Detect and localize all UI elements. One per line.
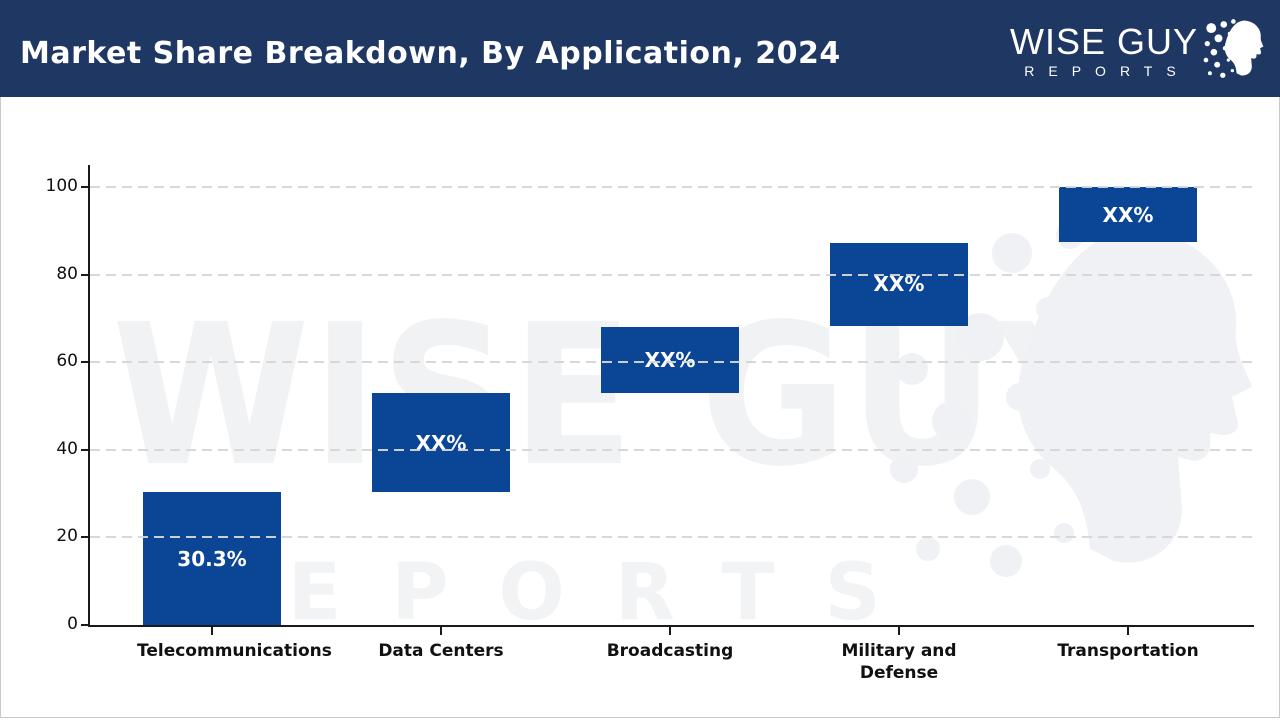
bar-value-label: XX% (1102, 202, 1154, 227)
gridline-80 (90, 273, 1254, 276)
gridline-100 (90, 186, 1254, 188)
bar-data-centers: XX% (372, 392, 510, 493)
category-label-0: Telecommunications (137, 641, 332, 661)
y-tick-40 (81, 448, 90, 451)
bar-value-label: XX% (644, 348, 696, 372)
gridline-40 (90, 448, 1254, 451)
x-tick-4 (1127, 627, 1129, 635)
bar-value-label: 30.3% (177, 546, 247, 571)
bar-value-label: XX% (873, 272, 925, 297)
wiseguy-head-icon (1203, 19, 1264, 78)
category-label-3: Military and Defense (841, 641, 957, 684)
y-tick-label-20: 20 (56, 526, 78, 547)
x-tick-3 (898, 627, 900, 635)
logo-reports-label: REPORTS (1024, 63, 1190, 79)
logo-text: WISE GUY REPORTS (1009, 21, 1198, 80)
y-tick-20 (81, 536, 90, 539)
y-tick-label-60: 60 (56, 351, 78, 372)
gridline-20 (90, 536, 1254, 539)
bar-transportation: XX% (1059, 187, 1197, 243)
y-axis-line (88, 165, 90, 627)
y-tick-60 (81, 361, 90, 364)
bar-broadcasting: XX% (601, 327, 739, 393)
y-tick-80 (81, 273, 90, 276)
bar-value-label: XX% (415, 430, 467, 455)
category-label-4: Transportation (1057, 641, 1199, 661)
logo-wordmark: WISE GUY (1009, 21, 1198, 62)
bar-military-and-defense: XX% (830, 243, 968, 326)
bar-telecommunications: 30.3% (143, 492, 281, 625)
y-tick-label-100: 100 (45, 176, 78, 196)
wiseguy-logo: WISE GUY REPORTS (1010, 6, 1268, 92)
y-tick-label-80: 80 (56, 263, 78, 284)
x-axis-line (88, 625, 1254, 627)
y-tick-label-0: 0 (67, 614, 78, 634)
gridline-60 (90, 361, 1254, 364)
y-tick-0 (81, 624, 90, 626)
category-label-2: Broadcasting (606, 641, 734, 661)
y-tick-100 (81, 186, 90, 188)
page-title: Market Share Breakdown, By Application, … (20, 36, 841, 71)
y-tick-label-40: 40 (56, 438, 78, 459)
x-tick-1 (440, 627, 442, 635)
x-tick-0 (211, 627, 213, 635)
category-label-1: Data Centers (378, 641, 504, 661)
header-bar: Market Share Breakdown, By Application, … (0, 0, 1280, 97)
x-tick-2 (669, 627, 671, 635)
watermark-reports: REPORTS (178, 548, 931, 638)
